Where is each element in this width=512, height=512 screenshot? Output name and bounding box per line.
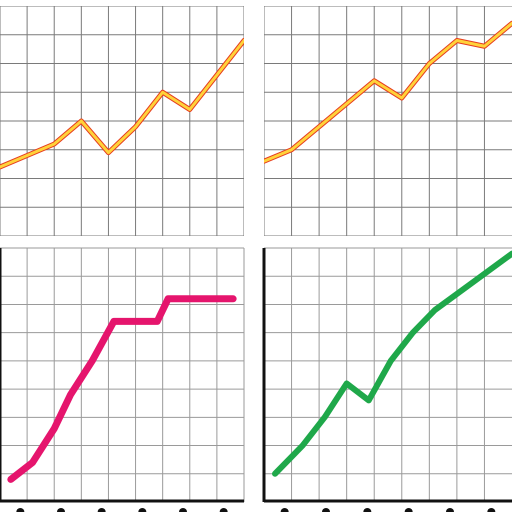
grid bbox=[264, 6, 512, 236]
grid bbox=[0, 6, 244, 236]
chart-bottom-left bbox=[0, 248, 244, 502]
tick-dot bbox=[322, 508, 330, 512]
tick-dot bbox=[16, 508, 24, 512]
tick-dot bbox=[98, 508, 106, 512]
tick-dot bbox=[363, 508, 371, 512]
tick-dot bbox=[446, 508, 454, 512]
grid bbox=[0, 248, 244, 502]
series-line-0 bbox=[275, 254, 512, 474]
chart-bottom-right bbox=[264, 248, 512, 502]
tick-dot bbox=[138, 508, 146, 512]
series-line-1 bbox=[0, 41, 244, 168]
chart-top-right bbox=[264, 6, 512, 236]
chart-top-left bbox=[0, 6, 244, 236]
tick-dot bbox=[405, 508, 413, 512]
tick-dot bbox=[281, 508, 289, 512]
series-line-0 bbox=[0, 41, 244, 168]
grid bbox=[264, 248, 512, 502]
tick-dot bbox=[220, 508, 228, 512]
tick-dot bbox=[487, 508, 495, 512]
chart-grid-2x2 bbox=[0, 0, 512, 512]
tick-dot bbox=[57, 508, 65, 512]
tick-dot bbox=[179, 508, 187, 512]
